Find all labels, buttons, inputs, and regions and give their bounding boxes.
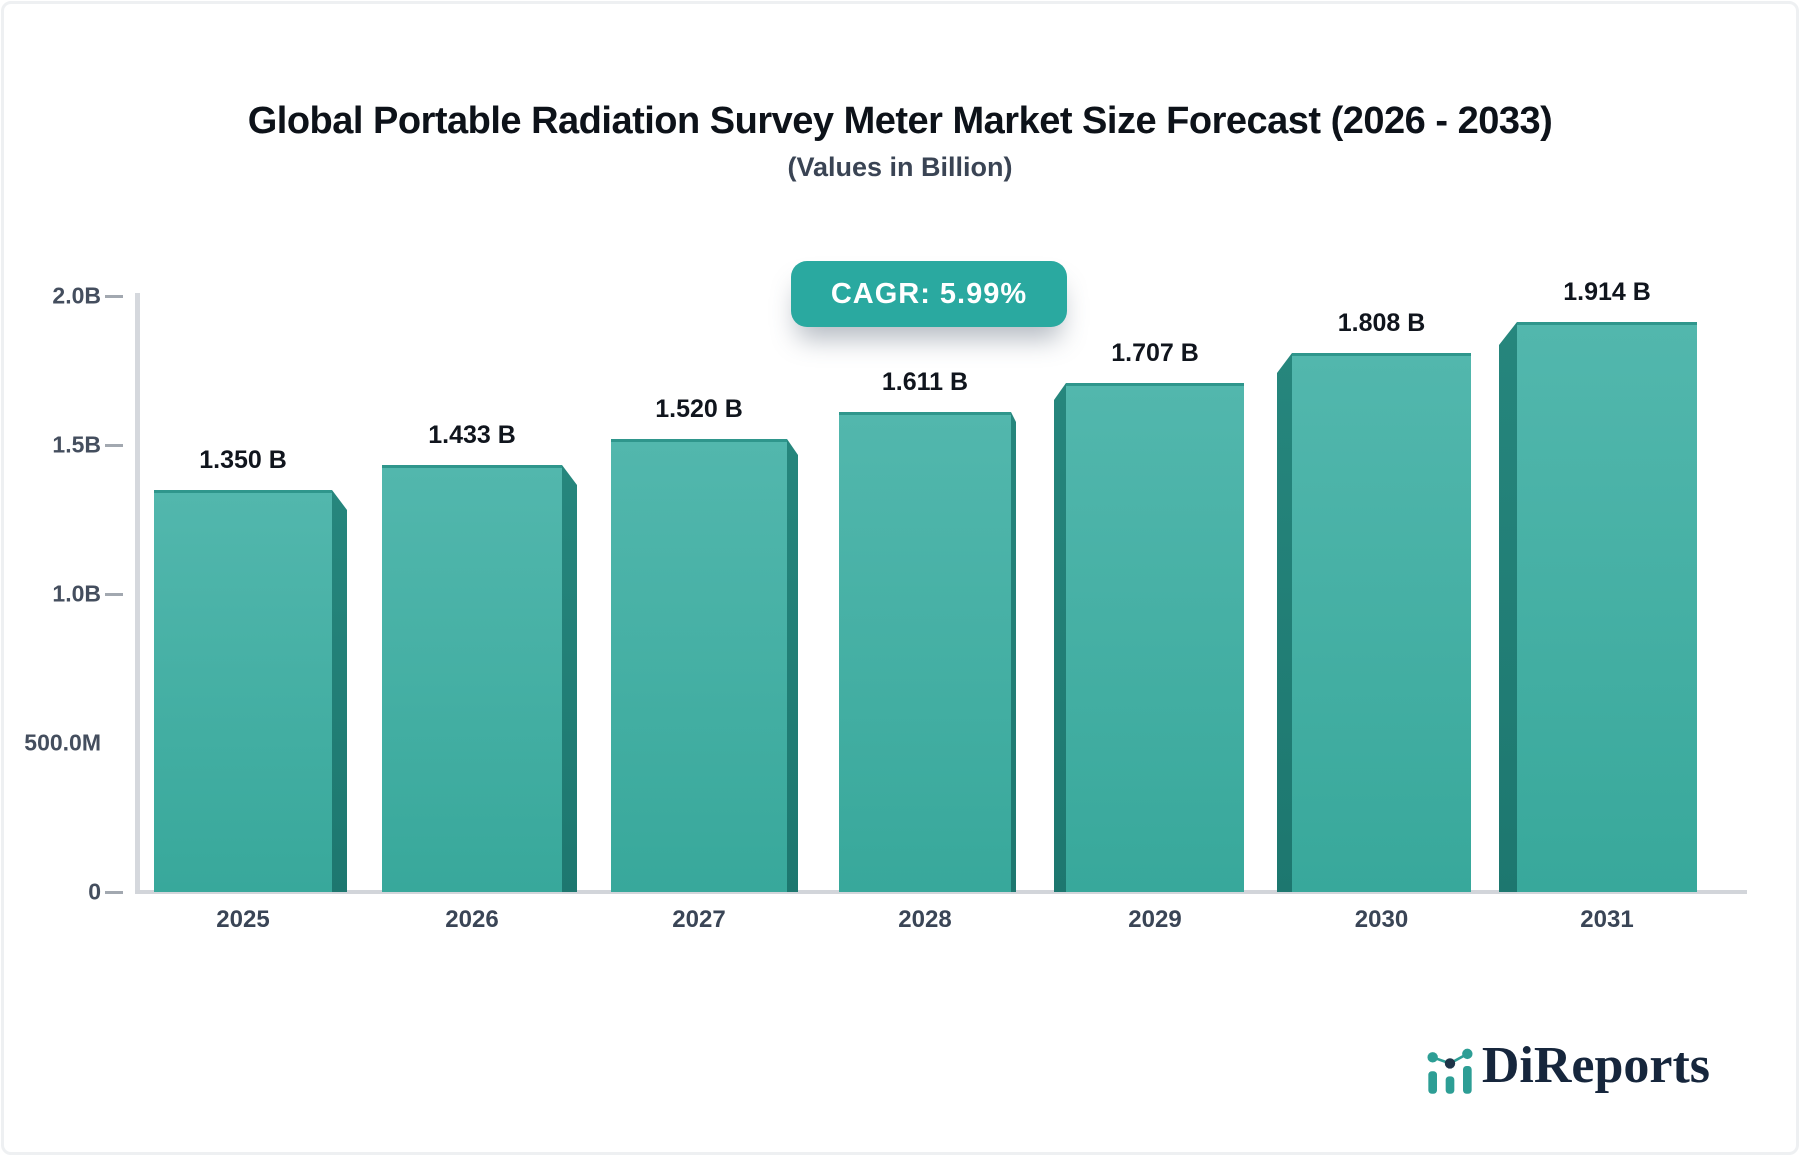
y-tick-label: 1.5B <box>52 431 101 458</box>
bar-value-label: 1.914 B <box>1563 278 1651 306</box>
x-axis-line <box>135 890 1747 894</box>
y-tick-label: 2.0B <box>52 282 101 309</box>
logo: DiReports <box>1424 1036 1710 1096</box>
cagr-badge: CAGR: 5.99% <box>791 261 1067 327</box>
cagr-badge-label: CAGR: 5.99% <box>830 277 1028 310</box>
x-category-label: 2029 <box>1128 906 1182 933</box>
y-axis-line <box>135 293 140 894</box>
bar-face <box>611 439 787 892</box>
logo-text: DiReports <box>1481 1037 1710 1094</box>
bar-face <box>1517 322 1697 892</box>
bar-value-label: 1.433 B <box>428 421 516 449</box>
y-tick-dash <box>105 891 123 894</box>
plot-area: 2.0B 1.5B 1.0B 500.0M 0 1.350 B 1.433 B 1.520 … <box>4 4 1796 1152</box>
bar-side-face <box>1011 412 1016 892</box>
y-tick-dash <box>105 444 123 447</box>
bar-face <box>839 412 1011 892</box>
bar-side-face <box>1499 322 1517 892</box>
bar-value-label: 1.350 B <box>199 446 287 474</box>
logo-bar-chart-icon <box>1427 1048 1473 1094</box>
x-category-label: 2027 <box>672 906 726 933</box>
bar-side-face <box>1277 353 1292 892</box>
y-tick-label: 500.0M <box>24 729 101 756</box>
chart-subtitle: (Values in Billion) <box>787 152 1013 182</box>
bar-value-label: 1.520 B <box>655 395 743 423</box>
bar-side-face <box>1054 383 1066 892</box>
bar-value-label: 1.707 B <box>1111 339 1199 367</box>
bar-side-face <box>332 490 347 892</box>
bar-value-label: 1.611 B <box>881 368 969 396</box>
x-category-label: 2025 <box>216 906 270 933</box>
y-tick-label: 1.0B <box>52 580 101 607</box>
bar-face <box>1066 383 1244 892</box>
x-category-label: 2031 <box>1580 906 1634 933</box>
bar-face <box>1292 353 1471 892</box>
y-tick-label: 0 <box>88 878 101 905</box>
x-category-label: 2030 <box>1354 906 1409 933</box>
y-tick-dash <box>105 593 123 596</box>
bar-side-face <box>562 465 577 892</box>
chart-title: Global Portable Radiation Survey Meter M… <box>247 100 1553 142</box>
bar-side-face <box>787 439 798 892</box>
bar-face <box>382 465 562 892</box>
bar-face <box>154 490 332 892</box>
bar-value-label: 1.808 B <box>1337 309 1426 337</box>
x-category-label: 2026 <box>445 906 499 933</box>
y-tick-dash <box>105 295 123 298</box>
x-category-label: 2028 <box>898 906 952 933</box>
